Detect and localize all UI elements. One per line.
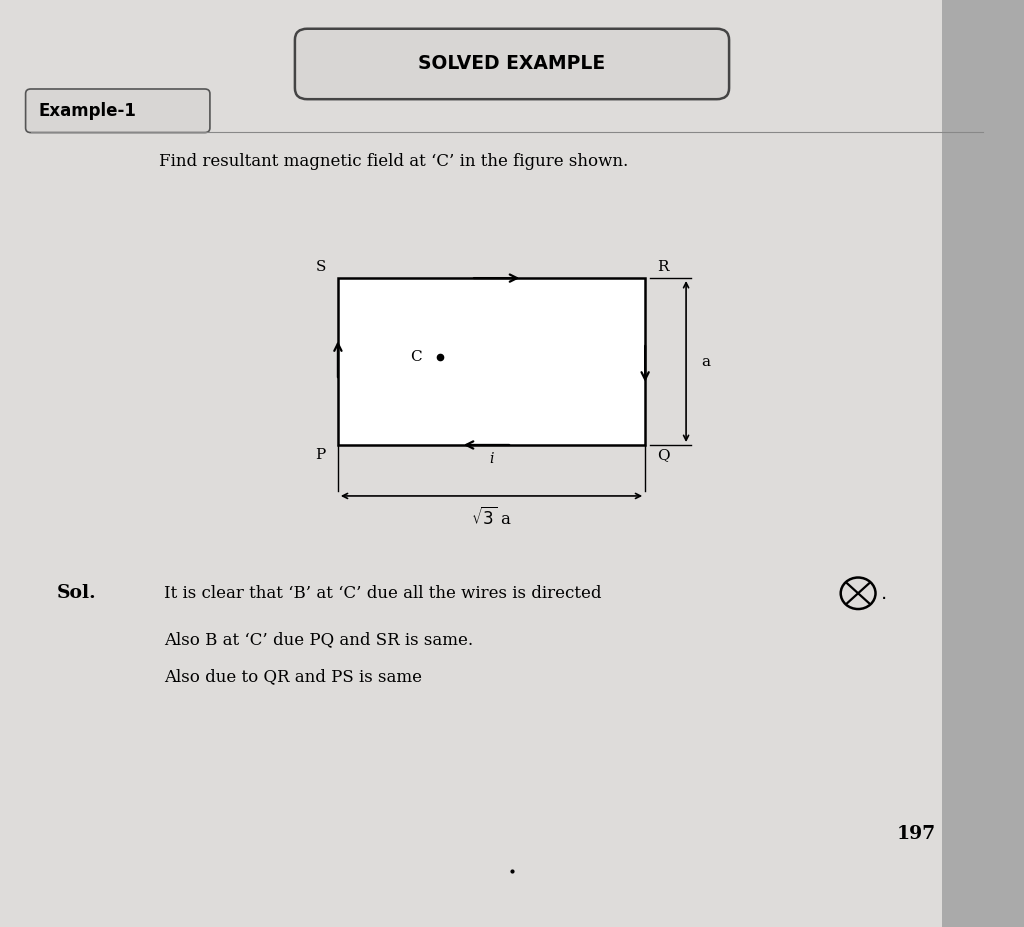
Text: Find resultant magnetic field at ‘C’ in the figure shown.: Find resultant magnetic field at ‘C’ in … (159, 153, 628, 170)
Text: Also B at ‘C’ due PQ and SR is same.: Also B at ‘C’ due PQ and SR is same. (164, 631, 473, 648)
Text: Q: Q (657, 449, 670, 463)
Text: $\sqrt{3}$ a: $\sqrt{3}$ a (471, 507, 512, 529)
Text: .: . (881, 584, 887, 603)
Text: Also due to QR and PS is same: Also due to QR and PS is same (164, 668, 422, 685)
Text: S: S (315, 260, 326, 273)
Text: Sol.: Sol. (56, 584, 96, 603)
Bar (338, 278, 645, 445)
Text: P: P (315, 449, 326, 463)
FancyBboxPatch shape (295, 29, 729, 99)
Text: It is clear that ‘B’ at ‘C’ due all the wires is directed: It is clear that ‘B’ at ‘C’ due all the … (164, 585, 601, 602)
Text: a: a (701, 354, 711, 369)
Text: i: i (489, 452, 494, 466)
Text: 197: 197 (897, 825, 936, 844)
Text: SOLVED EXAMPLE: SOLVED EXAMPLE (419, 55, 605, 73)
FancyBboxPatch shape (942, 0, 1024, 927)
Text: C: C (411, 349, 422, 364)
Text: R: R (657, 260, 669, 273)
Text: Example-1: Example-1 (39, 102, 137, 121)
FancyBboxPatch shape (26, 89, 210, 133)
